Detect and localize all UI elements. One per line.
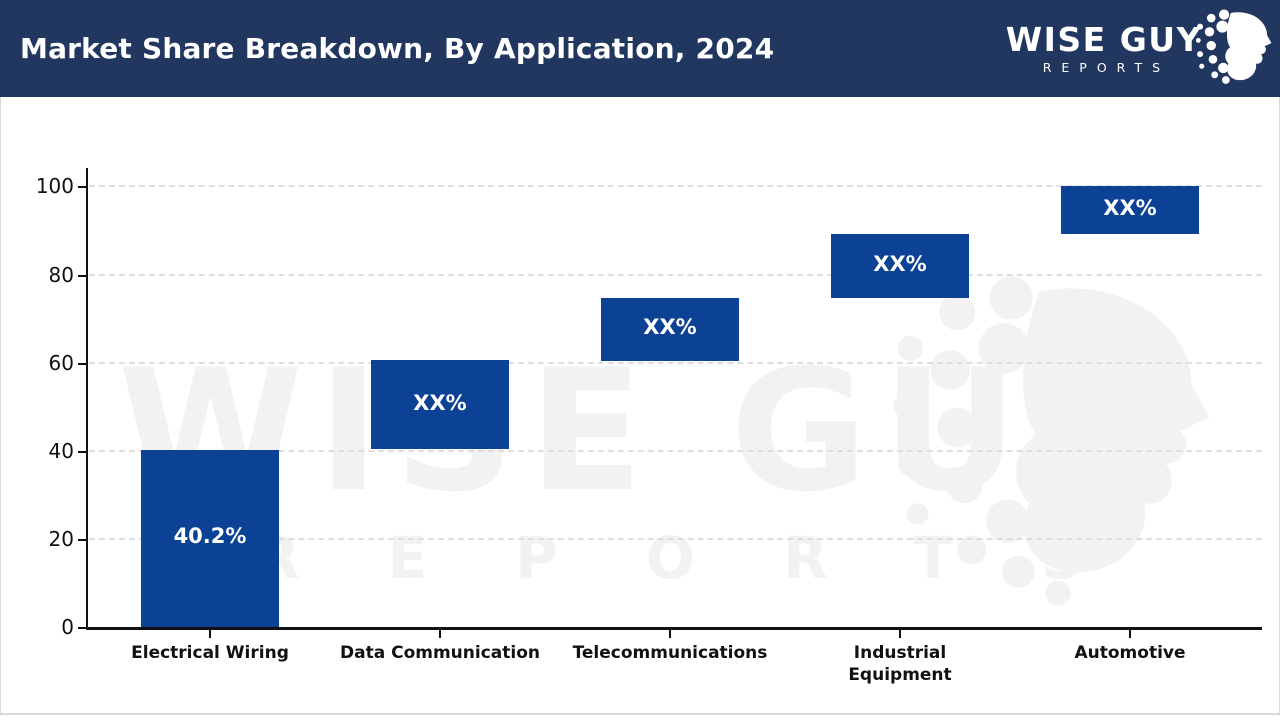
brand-logo-text: WISE GUY REPORTS: [1006, 23, 1202, 75]
y-axis-line: [86, 168, 88, 630]
frame-line-bottom: [0, 713, 1280, 715]
x-axis-label-2: Telecommunications: [572, 643, 768, 663]
x-axis-label-3: Industrial Equipment: [848, 643, 952, 686]
gridline-80: [89, 274, 1262, 276]
x-tick-1: [439, 630, 441, 638]
y-tick-20: [78, 539, 86, 541]
gridline-100: [89, 185, 1262, 187]
x-axis-label-4: Automotive: [1074, 643, 1186, 663]
x-axis-label-1: Data Communication: [340, 643, 540, 663]
bar-value-label-1: XX%: [413, 391, 467, 415]
logo-face-icon: [1195, 8, 1272, 84]
app-header: Market Share Breakdown, By Application, …: [0, 0, 1280, 97]
y-tick-40: [78, 451, 86, 453]
x-tick-4: [1129, 630, 1131, 638]
gridline-60: [89, 362, 1262, 364]
logo-subtitle: REPORTS: [1042, 59, 1171, 75]
frame-line-left: [0, 97, 1, 715]
y-tick-0: [78, 627, 86, 629]
bar-1: [371, 360, 509, 449]
bar-3: [831, 234, 969, 298]
chart-title: Market Share Breakdown, By Application, …: [20, 32, 775, 65]
y-tick-label-100: 100: [35, 174, 74, 198]
bar-0: [141, 450, 279, 627]
bar-value-label-4: XX%: [1103, 196, 1157, 220]
x-axis-label-0: Electrical Wiring: [131, 643, 289, 663]
brand-logo: WISE GUY REPORTS: [1006, 4, 1280, 94]
y-tick-label-20: 20: [48, 527, 74, 551]
y-tick-label-0: 0: [61, 615, 74, 639]
gridline-20: [89, 538, 1262, 540]
y-tick-80: [78, 275, 86, 277]
y-tick-label-40: 40: [48, 439, 74, 463]
bar-value-label-2: XX%: [643, 315, 697, 339]
bar-value-label-3: XX%: [873, 252, 927, 276]
x-tick-2: [669, 630, 671, 638]
logo-wordmark: WISE GUY: [1005, 19, 1202, 59]
gridline-40: [89, 450, 1262, 452]
y-tick-label-80: 80: [48, 263, 74, 287]
y-tick-label-60: 60: [48, 351, 74, 375]
y-tick-60: [78, 363, 86, 365]
bar-2: [601, 298, 739, 361]
x-tick-3: [899, 630, 901, 638]
x-tick-0: [209, 630, 211, 638]
y-tick-100: [78, 186, 86, 188]
x-axis-line: [86, 627, 1262, 630]
bar-value-label-0: 40.2%: [173, 524, 247, 548]
bar-4: [1061, 186, 1199, 234]
